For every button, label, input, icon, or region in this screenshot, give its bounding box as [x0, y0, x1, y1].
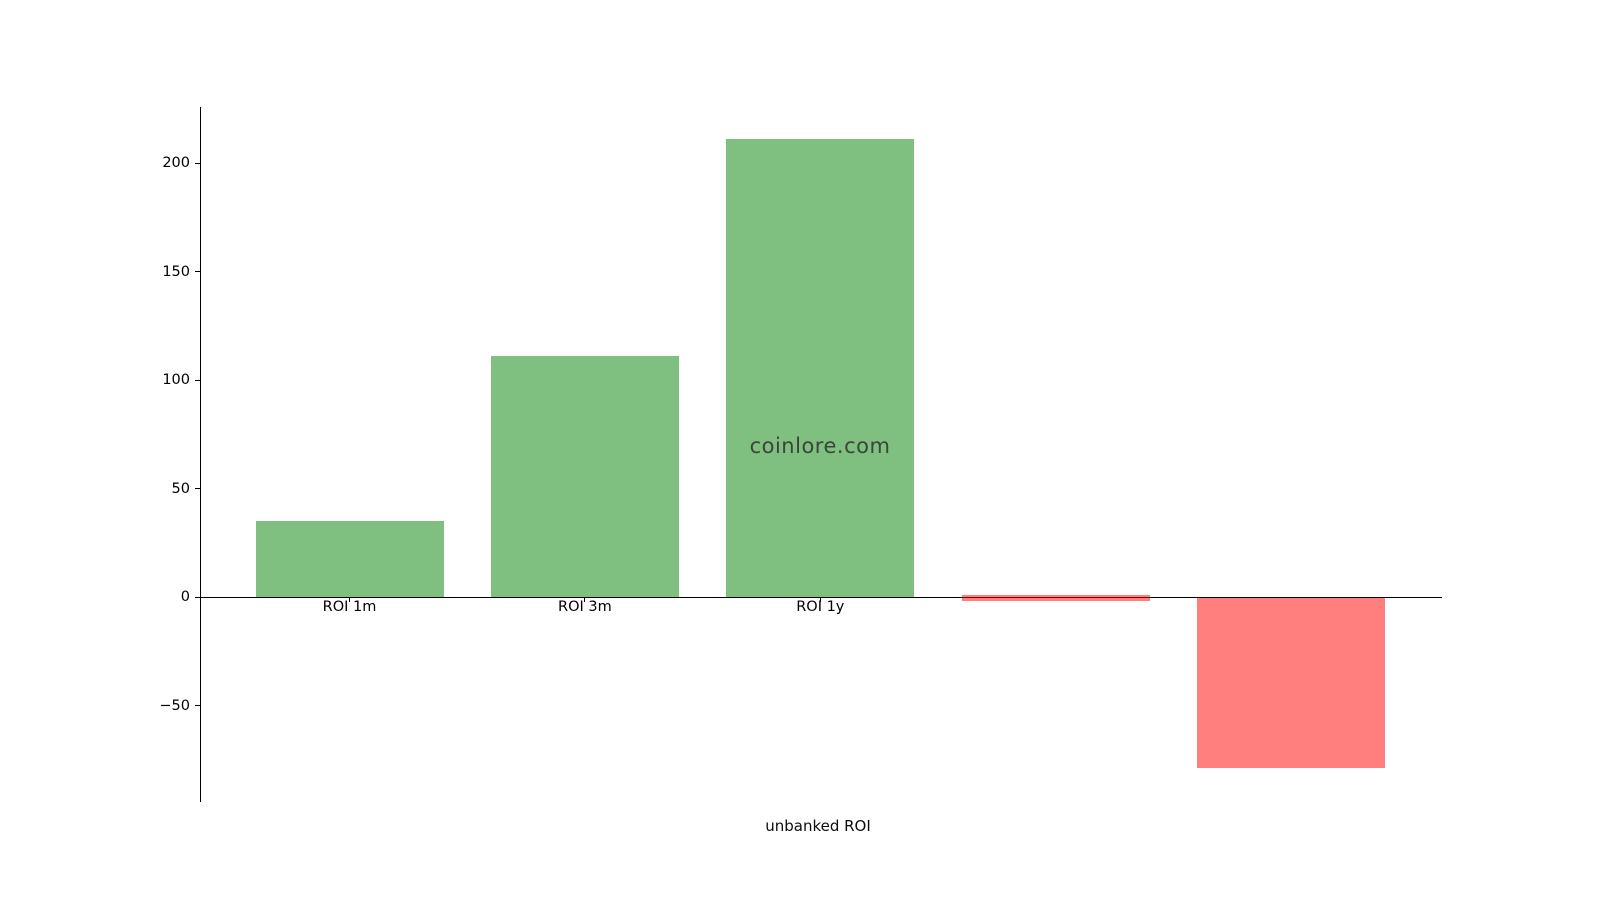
bar-unlabeled-4	[961, 594, 1150, 601]
x-tick-mark	[819, 597, 821, 602]
x-axis-title: unbanked ROI	[765, 817, 871, 835]
x-tick-mark	[348, 597, 351, 602]
x-tick-label: ROI 1y	[796, 599, 845, 615]
bar-roi-1y	[726, 139, 915, 598]
y-tick-mark	[195, 488, 200, 490]
y-tick-label: 100	[162, 372, 190, 388]
x-tick-label: ROI 3m	[558, 599, 612, 615]
bar-unlabeled-5	[1197, 597, 1386, 769]
x-tick-label: ROI 1m	[322, 599, 377, 615]
watermark: coinlore.com	[749, 434, 891, 458]
y-tick-mark	[195, 162, 200, 164]
bar-roi-3m	[490, 356, 679, 598]
y-tick-label: 0	[180, 589, 190, 605]
y-tick-label: −50	[159, 697, 190, 714]
y-axis-line	[200, 107, 202, 802]
y-tick-label: 200	[162, 155, 190, 171]
y-tick-mark	[195, 705, 200, 707]
y-tick-label: 50	[171, 480, 190, 497]
x-axis-line	[200, 596, 1442, 598]
y-tick-mark	[195, 271, 200, 273]
x-tick-mark	[584, 597, 586, 602]
y-tick-mark	[195, 596, 200, 598]
y-tick-mark	[195, 379, 200, 381]
bar-roi-1m	[255, 521, 444, 598]
y-tick-label: 150	[162, 263, 190, 280]
